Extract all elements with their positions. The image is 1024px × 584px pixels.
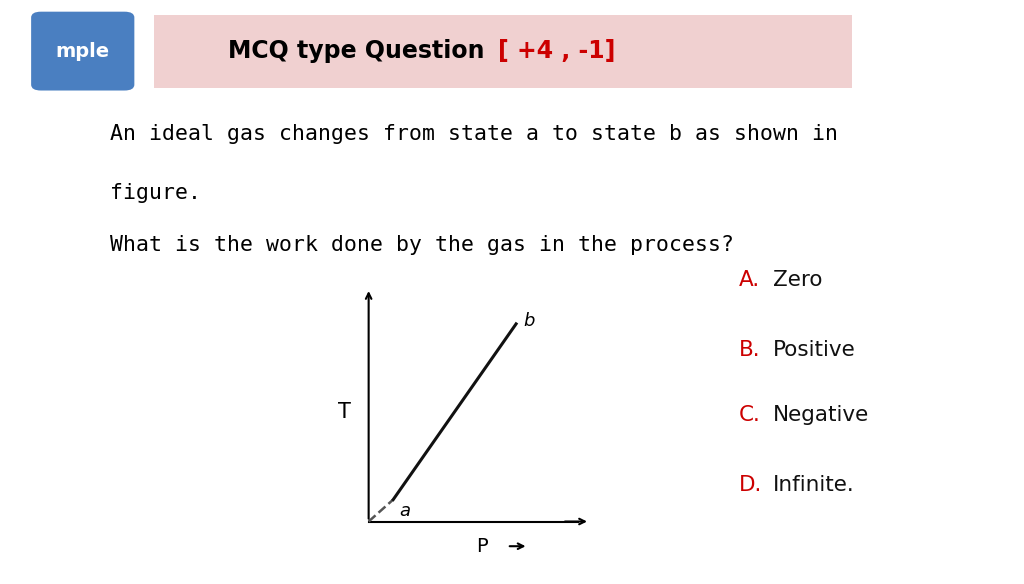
Text: P: P <box>476 537 487 556</box>
Text: C.: C. <box>739 405 761 425</box>
Text: What is the work done by the gas in the process?: What is the work done by the gas in the … <box>110 235 734 255</box>
Text: Infinite.: Infinite. <box>773 475 855 495</box>
FancyBboxPatch shape <box>154 15 852 88</box>
Text: Zero: Zero <box>773 270 823 290</box>
Text: Negative: Negative <box>773 405 869 425</box>
FancyBboxPatch shape <box>31 12 134 91</box>
Text: [ +4 , -1]: [ +4 , -1] <box>498 39 615 63</box>
Text: An ideal gas changes from state a to state b as shown in: An ideal gas changes from state a to sta… <box>110 124 838 144</box>
Text: Positive: Positive <box>773 340 856 360</box>
Text: A.: A. <box>739 270 760 290</box>
Text: B.: B. <box>739 340 761 360</box>
Text: mple: mple <box>55 41 110 61</box>
Text: T: T <box>338 402 350 422</box>
Text: D.: D. <box>739 475 762 495</box>
Text: MCQ type Question: MCQ type Question <box>228 39 494 63</box>
Text: a: a <box>399 502 411 520</box>
Text: b: b <box>523 312 536 330</box>
Text: figure.: figure. <box>110 183 201 203</box>
